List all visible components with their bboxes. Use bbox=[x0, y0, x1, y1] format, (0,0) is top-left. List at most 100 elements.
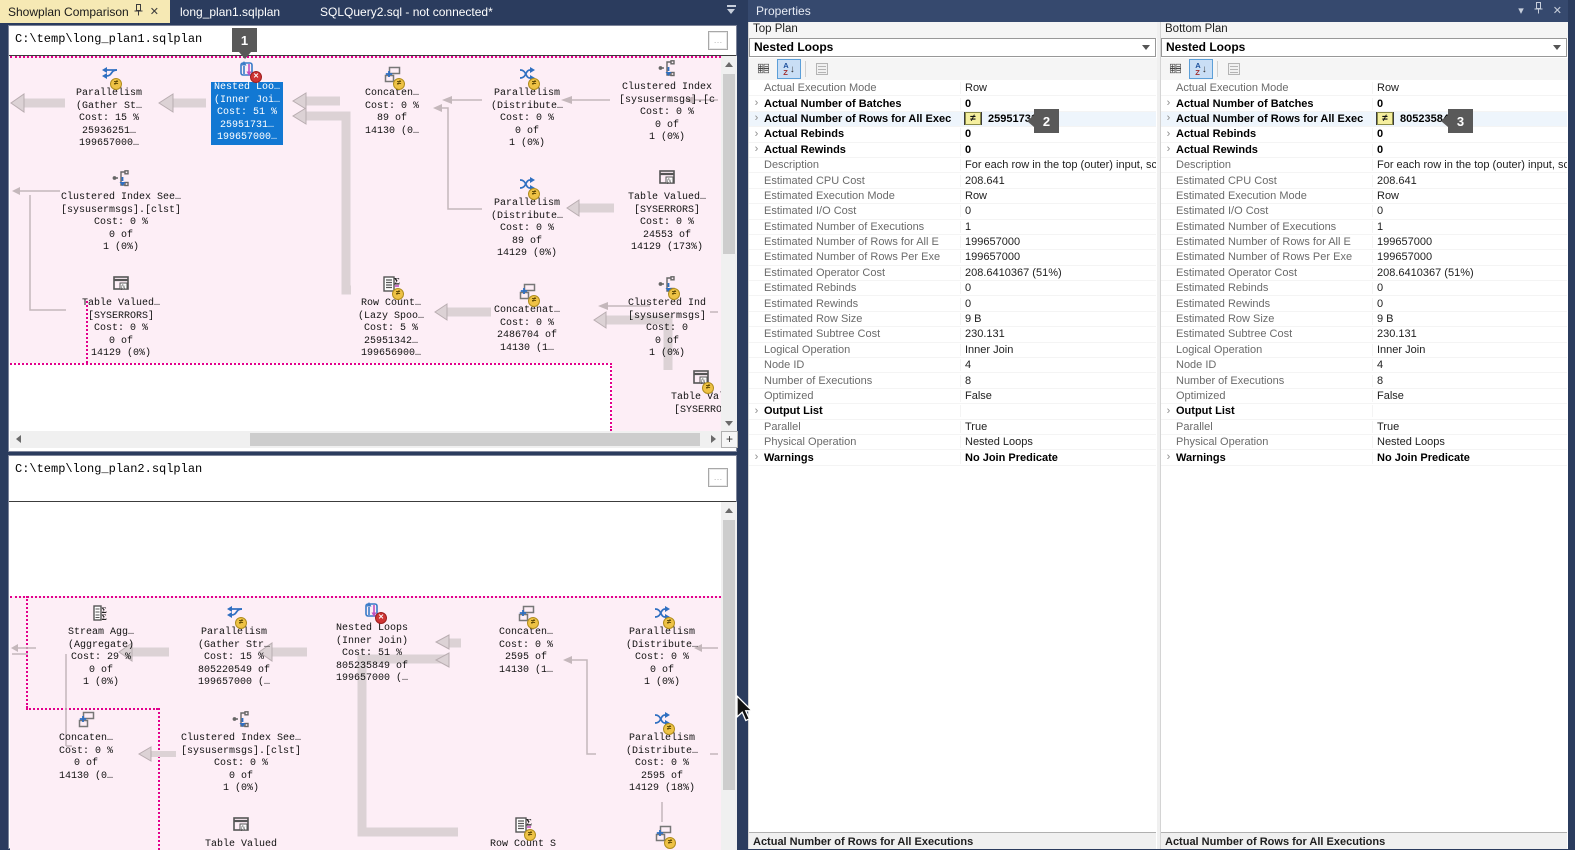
plan-operator-node[interactable]: ≠ Parallelism (Gather Str… Cost: 15 % 80522… bbox=[169, 605, 299, 690]
row-expander-icon[interactable]: › bbox=[754, 404, 759, 417]
tab-sqlquery2[interactable]: SQLQuery2.sql - not connected* bbox=[312, 0, 554, 23]
property-row[interactable]: Estimated Rewinds 0 bbox=[749, 296, 1156, 312]
property-row[interactable]: Estimated Rebinds 0 bbox=[1161, 281, 1567, 297]
property-pages-button[interactable] bbox=[1222, 59, 1246, 79]
alphabetical-sort-button[interactable]: A Z ↓ bbox=[777, 59, 801, 79]
property-row[interactable]: Optimized False bbox=[749, 389, 1156, 405]
property-row[interactable]: › Output List bbox=[749, 404, 1156, 420]
property-row[interactable]: Node ID 4 bbox=[1161, 358, 1567, 374]
property-row[interactable]: › Warnings No Join Predicate bbox=[749, 450, 1156, 466]
property-row[interactable]: Estimated I/O Cost 0 bbox=[749, 204, 1156, 220]
categorized-button[interactable]: ⊞⊟ ⊞⊟ bbox=[757, 62, 769, 75]
close-icon[interactable]: ✕ bbox=[1552, 5, 1562, 17]
row-expander-icon[interactable]: › bbox=[754, 97, 759, 110]
plan-operator-node[interactable]: ≠ bbox=[598, 825, 721, 850]
property-row[interactable]: Physical Operation Nested Loops bbox=[1161, 435, 1567, 451]
property-row[interactable]: Actual Execution Mode Row bbox=[749, 81, 1156, 97]
plan-operator-node[interactable]: ✕ Nested Loops (Inner Join) Cost: 51 % 8052… bbox=[307, 601, 437, 686]
scroll-up-icon[interactable] bbox=[721, 502, 737, 518]
scrollbar-thumb[interactable] bbox=[723, 74, 735, 254]
scroll-up-icon[interactable] bbox=[721, 56, 737, 72]
property-row[interactable]: Estimated Number of Rows for All E 19965… bbox=[749, 235, 1156, 251]
property-row[interactable]: Node ID 4 bbox=[749, 358, 1156, 374]
plan-operator-node[interactable]: Σ ≠ Row Count… (Lazy Spoo… Cost: 5 % 2595134… bbox=[326, 276, 456, 361]
property-row[interactable]: Logical Operation Inner Join bbox=[749, 343, 1156, 359]
property-row[interactable]: Estimated Execution Mode Row bbox=[749, 189, 1156, 205]
plan-operator-node[interactable]: ≠ Parallelism (Distribute… Cost: 0 % 2595 o… bbox=[597, 711, 721, 796]
row-expander-icon[interactable]: › bbox=[1166, 143, 1171, 156]
property-pages-button[interactable] bbox=[810, 59, 834, 79]
more-button[interactable]: … bbox=[708, 468, 728, 487]
property-row[interactable]: › Actual Rewinds 0 bbox=[749, 143, 1156, 158]
plan-operator-node[interactable]: Clustered Index [sysusermsgs].[c Cost: 0 %… bbox=[602, 60, 721, 145]
property-row[interactable]: Estimated Number of Executions 1 bbox=[1161, 220, 1567, 235]
scroll-right-icon[interactable] bbox=[705, 431, 721, 447]
plan-operator-node[interactable]: Concaten… Cost: 0 % 0 of 14130 (0… bbox=[21, 711, 151, 783]
property-row[interactable]: Number of Executions 8 bbox=[1161, 373, 1567, 389]
property-row[interactable]: Estimated Number of Rows for All E 19965… bbox=[1161, 235, 1567, 251]
property-row[interactable]: › Actual Rebinds 0 bbox=[749, 127, 1156, 143]
property-row[interactable]: › Actual Number of Batches 0 bbox=[749, 96, 1156, 112]
plan-operator-node[interactable]: fx Table Valued bbox=[176, 817, 306, 850]
row-expander-icon[interactable]: › bbox=[754, 451, 759, 464]
scroll-down-icon[interactable] bbox=[721, 415, 737, 431]
plan-operator-node[interactable]: ≠ Concaten… Cost: 0 % 2595 of 14130 (1… bbox=[461, 605, 591, 677]
property-row[interactable]: Estimated Number of Executions 1 bbox=[749, 220, 1156, 235]
window-menu-icon[interactable]: ▾ bbox=[1518, 5, 1524, 17]
property-row[interactable]: Estimated Rewinds 0 bbox=[1161, 296, 1567, 312]
scroll-left-icon[interactable] bbox=[10, 431, 26, 447]
property-row[interactable]: Description For each row in the top (out… bbox=[749, 158, 1156, 174]
property-row[interactable]: › Actual Rewinds 0 bbox=[1161, 143, 1567, 158]
pin-icon[interactable] bbox=[134, 4, 143, 19]
plan-operator-node[interactable]: Σ ≠ Row Count S bbox=[458, 817, 588, 850]
categorized-button[interactable]: ⊞⊟ ⊞⊟ bbox=[1169, 62, 1181, 75]
scrollbar-thumb[interactable] bbox=[250, 433, 700, 446]
plan-operator-node[interactable]: Clustered Index See… [sysusermsgs].[clst]… bbox=[56, 170, 186, 255]
tab-showplan-comparison[interactable]: Showplan Comparison ✕ bbox=[0, 0, 170, 23]
tab-overflow-icon[interactable] bbox=[725, 5, 737, 15]
row-expander-icon[interactable]: › bbox=[1166, 97, 1171, 110]
horizontal-scrollbar[interactable] bbox=[10, 431, 721, 448]
vertical-scrollbar[interactable] bbox=[721, 502, 737, 850]
plan-operator-node[interactable]: ≠ Parallelism (Distribute… Cost: 0 % 0 of 1 … bbox=[597, 605, 721, 690]
vertical-scrollbar[interactable] bbox=[721, 56, 737, 431]
property-row[interactable]: Estimated Execution Mode Row bbox=[1161, 189, 1567, 205]
row-expander-icon[interactable]: › bbox=[754, 143, 759, 156]
property-row[interactable]: Description For each row in the top (out… bbox=[1161, 158, 1567, 174]
property-row[interactable]: Estimated Operator Cost 208.6410367 (51%… bbox=[1161, 266, 1567, 282]
operator-selector[interactable]: Nested Loops bbox=[1161, 38, 1567, 57]
property-row[interactable]: › Actual Number of Rows for All Exec ≠ 80… bbox=[1161, 111, 1567, 128]
pin-icon[interactable] bbox=[1534, 0, 1543, 22]
property-row[interactable]: Number of Executions 8 bbox=[749, 373, 1156, 389]
zoom-in-button[interactable]: + bbox=[721, 431, 738, 448]
property-row[interactable]: Optimized False bbox=[1161, 389, 1567, 405]
plan-operator-node[interactable]: fx Table Valued… [SYSERRORS] Cost: 0 % 2455… bbox=[602, 170, 721, 255]
property-row[interactable]: Estimated Row Size 9 B bbox=[1161, 312, 1567, 328]
row-expander-icon[interactable]: › bbox=[1166, 451, 1171, 464]
property-row[interactable]: Parallel True bbox=[749, 420, 1156, 435]
operator-selector[interactable]: Nested Loops bbox=[749, 38, 1156, 57]
scrollbar-thumb[interactable] bbox=[723, 520, 735, 790]
property-row[interactable]: Estimated CPU Cost 208.641 bbox=[1161, 173, 1567, 189]
plan-operator-node[interactable]: ≠ Parallelism (Distribute… Cost: 0 % 89 of 1… bbox=[462, 176, 592, 261]
row-expander-icon[interactable]: › bbox=[754, 127, 759, 140]
alphabetical-sort-button[interactable]: A Z ↓ bbox=[1189, 59, 1213, 79]
plan-operator-node[interactable]: Clustered Index See… [sysusermsgs].[clst]… bbox=[176, 711, 306, 796]
property-row[interactable]: Estimated Number of Rows Per Exe 1996570… bbox=[749, 250, 1156, 266]
plan-operator-node[interactable]: ✕ Nested Loo… (Inner Joi… Cost: 51 % 259517… bbox=[182, 60, 312, 145]
property-row[interactable]: Estimated Subtree Cost 230.131 bbox=[1161, 327, 1567, 343]
property-row[interactable]: Estimated Rebinds 0 bbox=[749, 281, 1156, 297]
row-expander-icon[interactable]: › bbox=[1166, 404, 1171, 417]
plan-operator-node[interactable]: fx≠ Table Valu[SYSERROR bbox=[636, 370, 721, 417]
property-row[interactable]: › Actual Number of Batches 0 bbox=[1161, 96, 1567, 112]
property-row[interactable]: Logical Operation Inner Join bbox=[1161, 343, 1567, 359]
property-row[interactable]: Actual Execution Mode Row bbox=[1161, 81, 1567, 97]
property-row[interactable]: Estimated Row Size 9 B bbox=[749, 312, 1156, 328]
property-row[interactable]: Estimated Number of Rows Per Exe 1996570… bbox=[1161, 250, 1567, 266]
row-expander-icon[interactable]: › bbox=[1166, 112, 1171, 125]
plan-operator-node[interactable]: ≠ Concaten… Cost: 0 % 89 of 14130 (0… bbox=[327, 66, 457, 138]
plan-operator-node[interactable]: ≠ Concatenat… Cost: 0 % 2486704 of 14130 (1… bbox=[462, 283, 592, 355]
property-row[interactable]: › Warnings No Join Predicate bbox=[1161, 450, 1567, 466]
plan-operator-node[interactable]: ≠ Parallelism (Gather St… Cost: 15 % 259362… bbox=[44, 66, 174, 151]
